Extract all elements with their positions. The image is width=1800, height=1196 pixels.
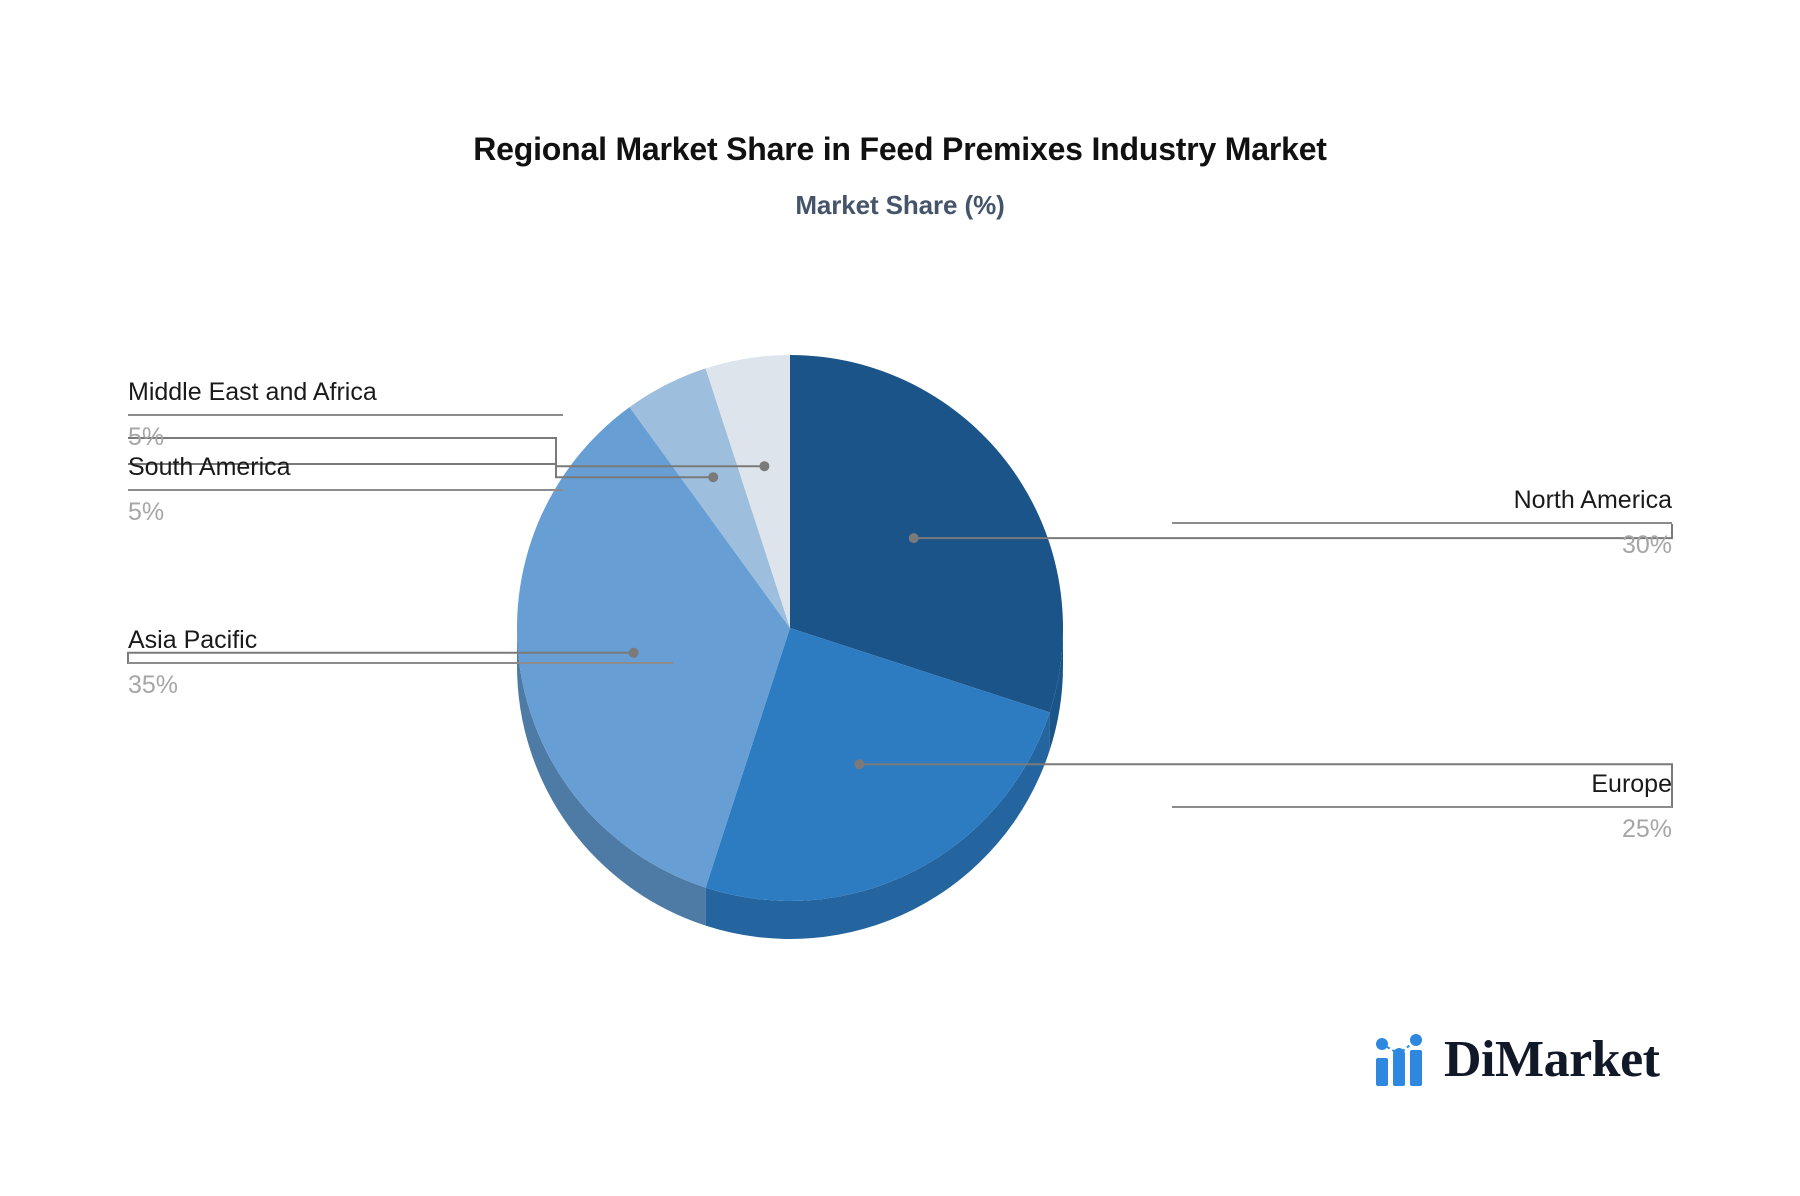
bar-chart-icon [1376, 1034, 1422, 1086]
callout-value-middle-east-and-africa: 5% [128, 423, 165, 451]
page-title: Regional Market Share in Feed Premixes I… [473, 131, 1327, 167]
callout-rule-north-america [1172, 522, 1672, 524]
callout-label-south-america: South America [128, 453, 291, 481]
callout-value-europe: 25% [1621, 815, 1672, 843]
callout-rule-middle-east-and-africa [128, 414, 563, 416]
callout-label-europe: Europe [1591, 770, 1672, 798]
callout-south-america: South America 5% [128, 455, 563, 525]
callout-rule-europe [1172, 806, 1672, 808]
callout-value-south-america: 5% [128, 498, 165, 526]
callout-label-asia-pacific: Asia Pacific [128, 626, 258, 654]
brand-logo: DiMarket [1372, 1031, 1660, 1088]
callout-asia-pacific: Asia Pacific 35% [128, 628, 673, 698]
callout-north-america: North America 30% [1172, 488, 1672, 558]
callout-value-asia-pacific: 35% [128, 671, 179, 699]
brand-logo-text: DiMarket [1444, 1031, 1660, 1088]
callout-europe: Europe 25% [1172, 772, 1672, 842]
callout-value-north-america: 30% [1621, 531, 1672, 559]
callout-rule-south-america [128, 489, 563, 491]
callout-label-middle-east-and-africa: Middle East and Africa [128, 378, 377, 406]
callout-label-north-america: North America [1513, 486, 1672, 514]
chart-subtitle: Market Share (%) [795, 190, 1005, 220]
callout-middle-east-and-africa: Middle East and Africa 5% [128, 380, 563, 450]
callout-rule-asia-pacific [128, 662, 673, 664]
